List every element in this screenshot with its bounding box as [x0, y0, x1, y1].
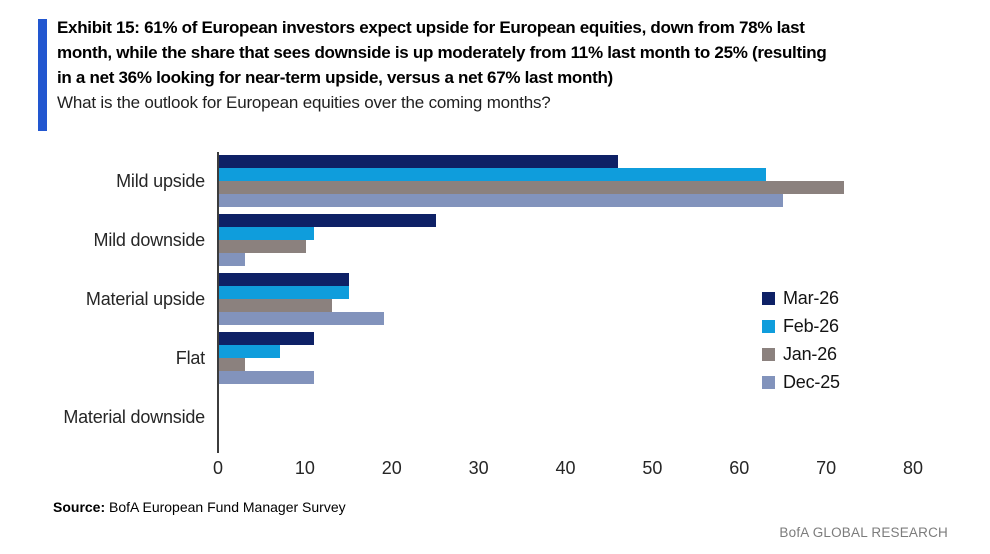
bar	[219, 194, 783, 207]
bar	[219, 371, 315, 384]
exhibit-accent-bar	[38, 19, 47, 131]
exhibit-header: Exhibit 15: 61% of European investors ex…	[57, 15, 972, 115]
bar	[219, 155, 619, 168]
bar	[219, 286, 350, 299]
x-tick-label: 0	[212, 458, 224, 478]
source-text: BofA European Fund Manager Survey	[105, 499, 346, 515]
bar	[219, 358, 246, 371]
bar	[219, 168, 766, 181]
bar	[219, 299, 332, 312]
legend-swatch	[762, 319, 775, 333]
x-tick-label: 10	[294, 458, 315, 478]
legend-item: Dec-25	[762, 371, 840, 392]
bar-group	[219, 270, 913, 329]
exhibit-title-line: month, while the share that sees downsid…	[57, 43, 827, 62]
bar	[219, 181, 844, 194]
category-label: Flat	[175, 348, 205, 368]
legend-label: Mar-26	[783, 287, 839, 308]
source-label: Source:	[53, 499, 106, 515]
category-label: Mild upside	[116, 171, 205, 191]
y-axis-line	[217, 152, 219, 453]
source-note: Source: BofA European Fund Manager Surve…	[53, 499, 346, 515]
legend-item: Mar-26	[762, 287, 840, 308]
plot-area	[219, 152, 913, 447]
x-tick-label: 60	[729, 458, 750, 478]
exhibit-title-line: Exhibit 15: 61% of European investors ex…	[57, 18, 805, 37]
bar-group	[219, 329, 913, 388]
x-tick-label: 30	[468, 458, 489, 478]
x-tick-label: 20	[381, 458, 402, 478]
legend-item: Feb-26	[762, 315, 840, 336]
x-tick-label: 70	[816, 458, 837, 478]
x-axis-ticks: 0 10 20 30 40 50 60 70 80	[213, 458, 923, 480]
category-labels: Mild upside Mild downside Material upside F…	[0, 152, 205, 447]
legend-label: Feb-26	[783, 315, 839, 336]
research-credit: BofA GLOBAL RESEARCH	[779, 525, 948, 540]
legend-swatch	[762, 291, 775, 305]
bar	[219, 253, 246, 266]
legend-swatch	[762, 375, 775, 389]
category-label: Material upside	[85, 289, 205, 309]
category-label: Mild downside	[93, 230, 206, 250]
legend-item: Jan-26	[762, 343, 840, 364]
legend-swatch	[762, 347, 775, 361]
bar	[219, 214, 436, 227]
exhibit-title-line: in a net 36% looking for near-term upsid…	[57, 68, 613, 87]
bar	[219, 312, 384, 325]
legend-label: Dec-25	[783, 371, 840, 392]
category-label: Material downside	[63, 407, 205, 427]
chart-subtitle: What is the outlook for European equitie…	[57, 93, 551, 112]
x-tick-label: 40	[555, 458, 576, 478]
legend: Mar-26 Feb-26 Jan-26 Dec-25	[762, 287, 840, 402]
x-tick-label: 50	[642, 458, 663, 478]
bar	[219, 227, 315, 240]
bar	[219, 240, 306, 253]
bar-group	[219, 152, 913, 211]
bar	[219, 345, 280, 358]
bar-group	[219, 211, 913, 270]
bar	[219, 332, 315, 345]
legend-label: Jan-26	[783, 343, 837, 364]
bar	[219, 273, 350, 286]
x-tick-label: 80	[902, 458, 924, 478]
